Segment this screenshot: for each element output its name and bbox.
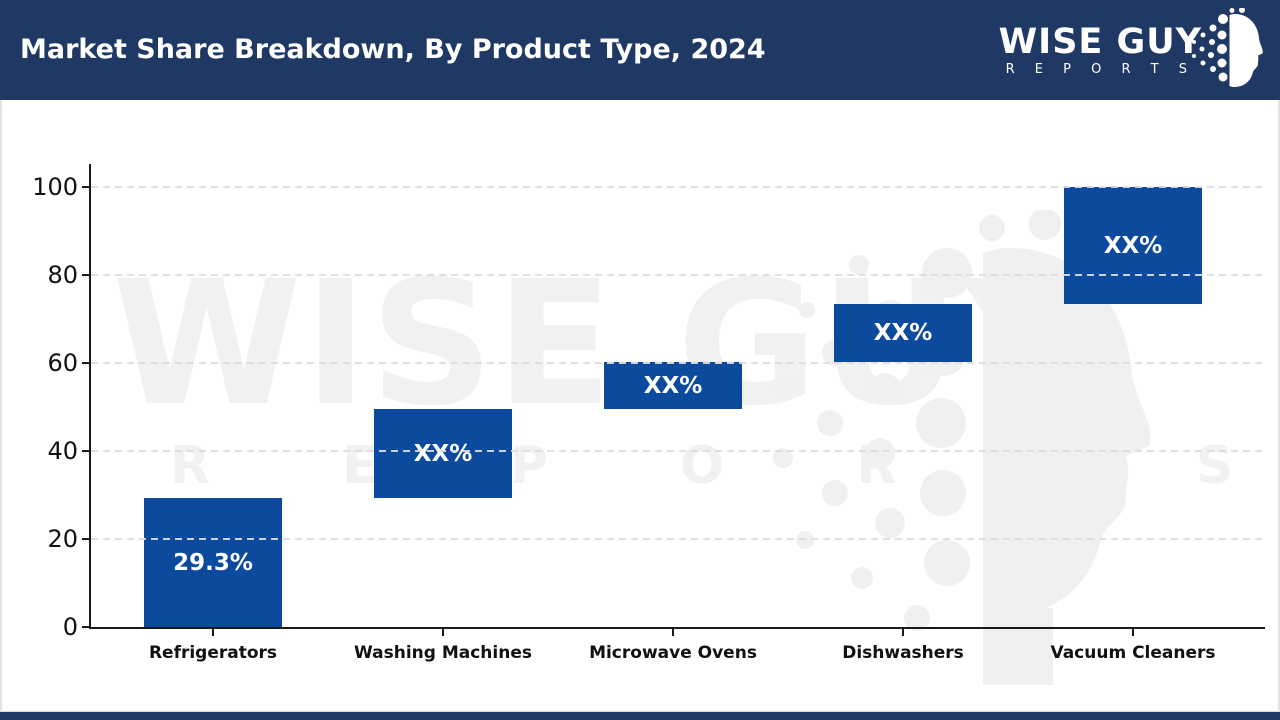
brand-logo-name: WISE GUY (998, 22, 1202, 63)
chart-area: 0 20 40 60 80 100 29.3% Refrigerators XX% Washing… (2, 100, 1278, 711)
y-axis-tick-mark (82, 362, 90, 364)
y-axis-tick-mark (82, 538, 90, 540)
gridline-60 (91, 362, 1264, 364)
gridline-100 (91, 186, 1264, 188)
brand-logo-subname: R E P O R T S (1005, 61, 1195, 77)
bar-segment: XX% (374, 409, 512, 499)
y-axis-tick-label: 20 (47, 525, 78, 553)
y-axis-tick-label: 100 (32, 173, 78, 201)
bar-value-label: XX% (873, 320, 933, 347)
bar-segment: XX% (604, 362, 742, 410)
x-axis-category-label: Refrigerators (148, 643, 278, 663)
y-axis-tick-mark (82, 626, 90, 628)
x-axis-tick-mark (212, 629, 214, 636)
x-axis-category-label: Vacuum Cleaners (1050, 643, 1216, 663)
gridline-80 (91, 274, 1264, 276)
x-axis-category-label: Dishwashers (842, 643, 964, 663)
bar-value-label: XX% (413, 440, 473, 467)
bar-value-label: 29.3% (173, 549, 253, 576)
x-axis-category-label: Microwave Ovens (589, 643, 757, 663)
bar-segment: 29.3% (144, 498, 282, 627)
bar-value-label: XX% (643, 372, 703, 399)
bar-value-label: XX% (1103, 232, 1163, 259)
y-axis-line (89, 164, 91, 629)
bar-segment: XX% (834, 304, 972, 363)
page-title: Market Share Breakdown, By Product Type,… (20, 34, 766, 65)
y-axis-tick-mark (82, 274, 90, 276)
x-axis-tick-mark (672, 629, 674, 636)
x-axis-line (89, 627, 1265, 629)
y-axis-tick-mark (82, 450, 90, 452)
footer-bar (0, 712, 1280, 720)
y-axis-tick-label: 80 (47, 261, 78, 289)
gridline-40 (91, 450, 1264, 452)
y-axis-tick-label: 0 (62, 613, 78, 641)
y-axis-tick-label: 60 (47, 349, 78, 377)
header-bar: Market Share Breakdown, By Product Type,… (0, 0, 1280, 100)
y-axis-tick-mark (82, 186, 90, 188)
brand-logo: WISE GUY R E P O R T S (999, 8, 1266, 92)
gridline-20 (91, 538, 1264, 540)
x-axis-tick-mark (902, 629, 904, 636)
y-axis-tick-label: 40 (47, 437, 78, 465)
brand-face-icon (1192, 8, 1263, 87)
x-axis-tick-mark (1132, 629, 1134, 636)
chart-card: WISE GUY R E P O R T S 0 20 40 60 80 100 29.3%… (0, 100, 1280, 712)
x-axis-tick-mark (442, 629, 444, 636)
bar-segment: XX% (1064, 187, 1202, 305)
x-axis-category-label: Washing Machines (353, 643, 532, 663)
brand-logo-wordmark: WISE GUY R E P O R T S (999, 23, 1202, 77)
watermark-face-icon (773, 210, 1151, 685)
